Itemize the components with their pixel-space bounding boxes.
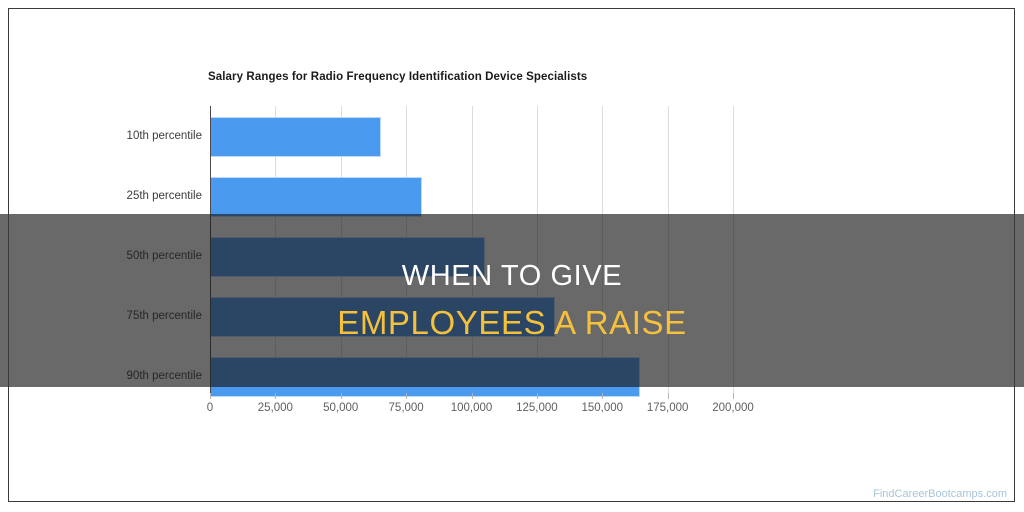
x-axis-label: 50,000 (323, 402, 359, 414)
chart-title: Salary Ranges for Radio Frequency Identi… (208, 71, 588, 83)
x-axis-label: 200,000 (712, 402, 754, 414)
dark-scrim-overlay (0, 214, 1024, 387)
x-axis-tick (471, 393, 473, 399)
overlay-headline-line-2: EMPLOYEES A RAISE (337, 304, 687, 341)
overlay-title-block: WHEN TO GIVE EMPLOYEES A RAISE (0, 214, 1024, 387)
x-axis-tick (733, 393, 734, 399)
x-axis-tick (210, 393, 211, 399)
x-axis-label: 75,000 (388, 402, 424, 414)
x-axis-tick (536, 393, 538, 399)
y-axis-label: 10th percentile (126, 130, 202, 142)
x-axis-tick (602, 393, 604, 399)
x-axis-tick (340, 393, 342, 399)
x-axis-label: 150,000 (581, 402, 624, 414)
site-watermark: FindCareerBootcamps.com (873, 488, 1007, 500)
x-axis-label: 175,000 (646, 402, 689, 414)
x-axis-label: 0 (206, 402, 214, 414)
x-axis-label: 25,000 (257, 402, 293, 414)
bar (210, 117, 382, 157)
x-axis-label: 100,000 (450, 402, 493, 414)
bar (210, 177, 422, 217)
x-axis-tick (275, 393, 277, 399)
x-axis: 0 25,000 50,000 75,000 100,000 125,000 150,000… (206, 393, 754, 423)
x-axis-label: 125,000 (516, 402, 558, 414)
overlay-headline-line-1: WHEN TO GIVE (401, 260, 623, 292)
y-axis-label: 25th percentile (126, 190, 202, 202)
x-axis-tick (406, 393, 408, 399)
x-axis-tick (667, 393, 669, 399)
